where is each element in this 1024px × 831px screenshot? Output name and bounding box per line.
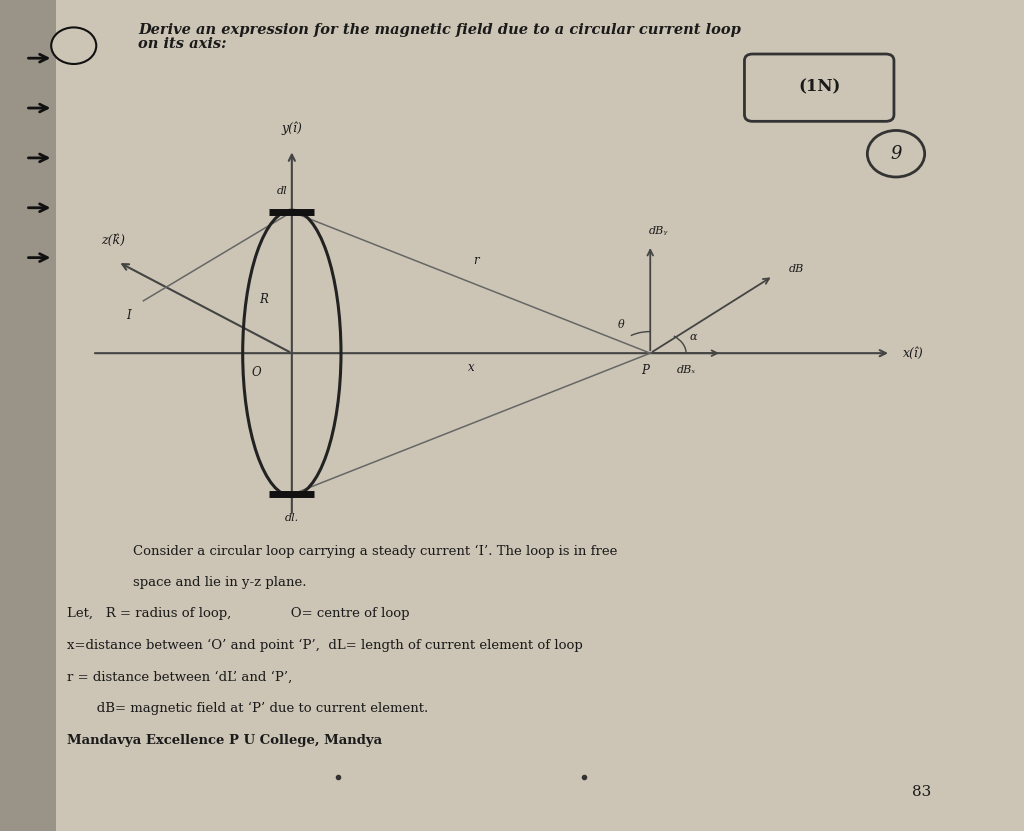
Text: dB= magnetic field at ‘P’ due to current element.: dB= magnetic field at ‘P’ due to current…: [67, 702, 428, 715]
Bar: [0, 0, 56, 831]
Text: I: I: [126, 309, 131, 322]
Text: dl: dl: [276, 185, 287, 195]
Text: dBᵧ: dBᵧ: [648, 225, 669, 235]
Text: r: r: [473, 254, 479, 268]
Text: P: P: [641, 364, 649, 377]
Text: O: O: [252, 366, 261, 379]
Text: space and lie in y-z plane.: space and lie in y-z plane.: [133, 576, 306, 589]
Text: 9: 9: [890, 145, 902, 163]
Text: R: R: [259, 293, 267, 307]
Text: Mandavya Excellence P U College, Mandya: Mandavya Excellence P U College, Mandya: [67, 734, 382, 747]
Circle shape: [51, 27, 96, 64]
FancyBboxPatch shape: [31, 0, 1024, 831]
Circle shape: [867, 130, 925, 177]
Text: on its axis:: on its axis:: [138, 37, 226, 51]
Text: dBₓ: dBₓ: [677, 365, 695, 375]
Text: dl.: dl.: [285, 513, 299, 523]
FancyBboxPatch shape: [744, 54, 894, 121]
Text: y(î): y(î): [282, 121, 302, 135]
Text: dB: dB: [788, 263, 804, 273]
Text: θ: θ: [618, 320, 625, 330]
Text: Consider a circular loop carrying a steady current ‘I’. The loop is in free: Consider a circular loop carrying a stea…: [133, 544, 617, 558]
Text: 5: 5: [70, 39, 78, 52]
Text: Let,   R = radius of loop,              O= centre of loop: Let, R = radius of loop, O= centre of lo…: [67, 607, 409, 621]
Text: x: x: [468, 361, 474, 375]
Text: 83: 83: [912, 785, 931, 799]
Text: α: α: [689, 332, 697, 342]
Text: x(î): x(î): [903, 347, 924, 360]
Text: z(k̂): z(k̂): [100, 234, 125, 247]
Text: Derive an expression for the magnetic field due to a circular current loop: Derive an expression for the magnetic fi…: [138, 23, 741, 37]
Text: r = distance between ‘dL’ and ‘P’,: r = distance between ‘dL’ and ‘P’,: [67, 671, 292, 684]
Text: x=distance between ‘O’ and point ‘P’,  dL= length of current element of loop: x=distance between ‘O’ and point ‘P’, dL…: [67, 639, 583, 652]
Text: (1N): (1N): [798, 79, 841, 96]
